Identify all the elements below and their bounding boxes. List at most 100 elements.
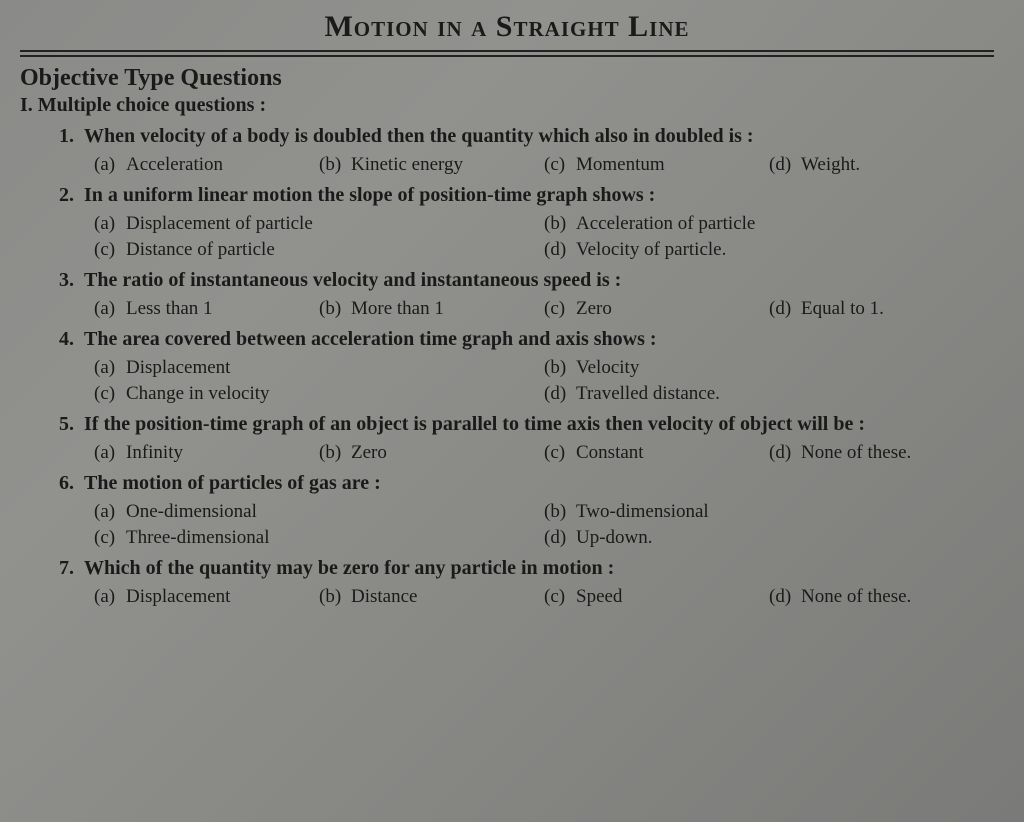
option: (c) Momentum [544, 154, 769, 176]
option-text: Displacement [126, 586, 230, 608]
option-text: Distance [351, 586, 417, 608]
question-line: 6. The motion of particles of gas are : [50, 470, 994, 497]
option-label: (d) [769, 154, 795, 176]
option-label: (a) [94, 442, 120, 464]
option: (d) None of these. [769, 586, 994, 608]
title-divider [20, 50, 994, 57]
option: (d) Up-down. [544, 527, 994, 549]
option: (c)Distance of particle [94, 239, 544, 261]
option-label: (b) [319, 154, 345, 176]
option: (a) Less than 1 [94, 298, 319, 320]
option-text: Weight. [801, 154, 860, 176]
option: (b)Zero [319, 442, 544, 464]
option-text: Less than 1 [126, 298, 213, 320]
option-text: None of these. [801, 586, 911, 608]
option-text: Velocity of particle. [576, 239, 726, 261]
option-label: (b) [319, 298, 345, 320]
option-label: (b) [544, 357, 570, 379]
question-text: If the position-time graph of an object … [84, 411, 865, 438]
option-text: Up-down. [576, 527, 653, 549]
option-text: Change in velocity [126, 383, 270, 405]
option-text: Distance of particle [126, 239, 275, 261]
option: (b) Two-dimensional [544, 501, 994, 523]
option-label: (a) [94, 213, 120, 235]
question-block: 4. The area covered between acceleration… [50, 326, 994, 405]
option: (b) Kinetic energy [319, 154, 544, 176]
option-label: (b) [544, 501, 570, 523]
question-text: In a uniform linear motion the slope of … [84, 182, 655, 209]
question-line: 7. Which of the quantity may be zero for… [50, 555, 994, 582]
question-block: 3. The ratio of instantaneous velocity a… [50, 267, 994, 320]
option: (b) More than 1 [319, 298, 544, 320]
question-text: The ratio of instantaneous velocity and … [84, 267, 621, 294]
option-text: Kinetic energy [351, 154, 463, 176]
question-text: Which of the quantity may be zero for an… [84, 555, 614, 582]
option-text: Zero [576, 298, 612, 320]
option-label: (d) [769, 298, 795, 320]
option-label: (d) [544, 239, 570, 261]
options-row: (a) Less than 1 (b) More than 1 (c) Zero (d… [94, 298, 994, 320]
option-label: (b) [319, 586, 345, 608]
option-label: (c) [94, 527, 120, 549]
question-block: 2. In a uniform linear motion the slope … [50, 182, 994, 261]
options-row: (a)Displacement (b) Velocity (c) Change in… [94, 357, 994, 405]
option: (c)Speed [544, 586, 769, 608]
question-text: The motion of particles of gas are : [84, 470, 381, 497]
option: (d) Travelled distance. [544, 383, 994, 405]
option-label: (c) [544, 154, 570, 176]
option-text: Momentum [576, 154, 665, 176]
option-text: Displacement of particle [126, 213, 313, 235]
option: (c) Zero [544, 298, 769, 320]
option: (a)Displacement [94, 357, 544, 379]
options-row: (a) One-dimensional (b) Two-dimensional (c… [94, 501, 994, 549]
question-number: 3. [50, 267, 74, 294]
option-text: Infinity [126, 442, 183, 464]
option: (c) Constant [544, 442, 769, 464]
options-row: (a) Infinity (b)Zero (c) Constant (d)None … [94, 442, 994, 464]
question-number: 2. [50, 182, 74, 209]
option-text: Acceleration [126, 154, 223, 176]
option-text: One-dimensional [126, 501, 257, 523]
options-row: (a) Displacement of particle (b) Accelerat… [94, 213, 994, 261]
option: (b) Velocity [544, 357, 994, 379]
section-heading: Objective Type Questions [20, 65, 994, 92]
option-label: (c) [544, 298, 570, 320]
option-text: More than 1 [351, 298, 444, 320]
option-text: Two-dimensional [576, 501, 709, 523]
question-line: 4. The area covered between acceleration… [50, 326, 994, 353]
question-number: 4. [50, 326, 74, 353]
option-label: (c) [544, 442, 570, 464]
option-text: Acceleration of particle [576, 213, 755, 235]
option-label: (a) [94, 298, 120, 320]
option-text: Equal to 1. [801, 298, 884, 320]
question-block: 6. The motion of particles of gas are : … [50, 470, 994, 549]
option-text: Travelled distance. [576, 383, 720, 405]
option-label: (b) [319, 442, 345, 464]
question-line: 1. When velocity of a body is doubled th… [50, 123, 994, 150]
option-label: (b) [544, 213, 570, 235]
question-line: 5. If the position-time graph of an obje… [50, 411, 994, 438]
option-label: (d) [544, 527, 570, 549]
option-text: Velocity [576, 357, 639, 379]
option: (c) Change in velocity [94, 383, 544, 405]
question-line: 2. In a uniform linear motion the slope … [50, 182, 994, 209]
option: (b) Acceleration of particle [544, 213, 994, 235]
option-label: (c) [94, 383, 120, 405]
question-number: 6. [50, 470, 74, 497]
option-label: (c) [544, 586, 570, 608]
question-text: The area covered between acceleration ti… [84, 326, 657, 353]
option-label: (a) [94, 586, 120, 608]
question-number: 1. [50, 123, 74, 150]
question-text: When velocity of a body is doubled then … [84, 123, 754, 150]
option: (d) Velocity of particle. [544, 239, 994, 261]
question-line: 3. The ratio of instantaneous velocity a… [50, 267, 994, 294]
option-label: (a) [94, 501, 120, 523]
option-text: Constant [576, 442, 644, 464]
option-label: (d) [769, 586, 795, 608]
option: (a) One-dimensional [94, 501, 544, 523]
option-label: (d) [544, 383, 570, 405]
options-row: (a)Acceleration (b)Kinetic energy (c)Mom… [94, 154, 994, 176]
question-block: 1. When velocity of a body is doubled th… [50, 123, 994, 176]
option: (d)None of these. [769, 442, 994, 464]
option-text: None of these. [801, 442, 911, 464]
